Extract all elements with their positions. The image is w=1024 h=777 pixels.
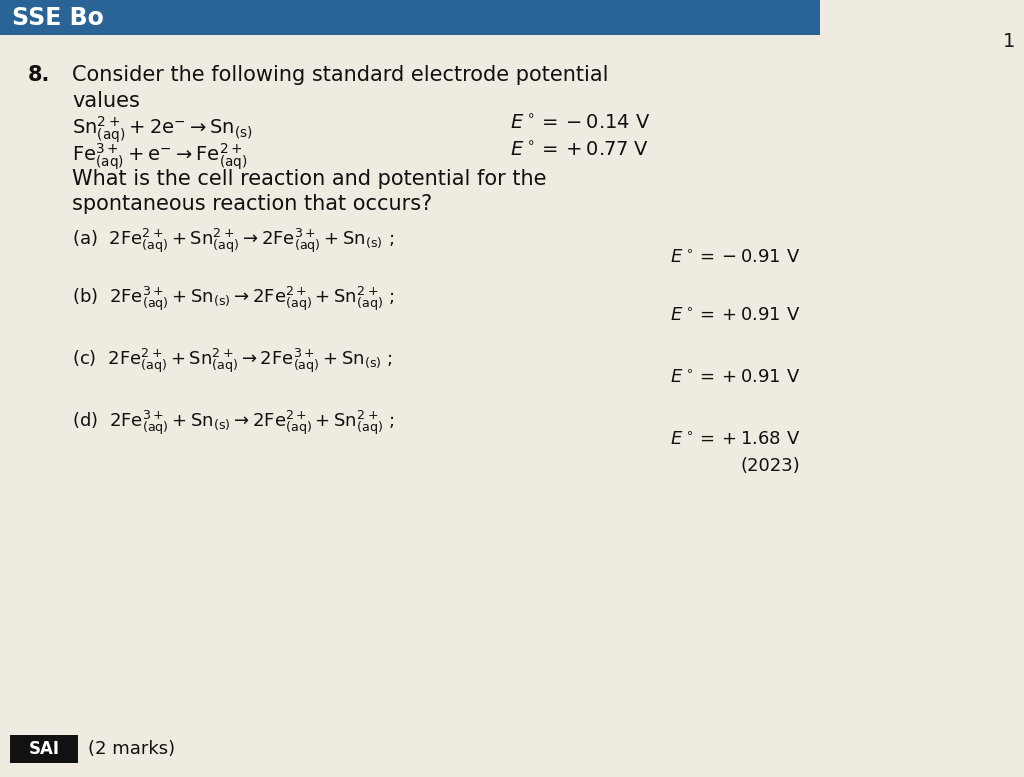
Text: $E^\circ = -0.91\ \mathrm{V}$: $E^\circ = -0.91\ \mathrm{V}$ bbox=[670, 249, 800, 267]
Text: values: values bbox=[72, 91, 140, 111]
Text: $E^\circ = +0.91\ \mathrm{V}$: $E^\circ = +0.91\ \mathrm{V}$ bbox=[670, 369, 800, 387]
Text: $\mathrm{(d)\ \ 2Fe^{3+}_{(aq)} + Sn_{(s)} \rightarrow 2Fe^{2+}_{(aq)} + Sn^{2+}: $\mathrm{(d)\ \ 2Fe^{3+}_{(aq)} + Sn_{(s… bbox=[72, 409, 394, 437]
FancyBboxPatch shape bbox=[0, 0, 820, 35]
Text: (2023): (2023) bbox=[740, 457, 800, 475]
Text: (2 marks): (2 marks) bbox=[88, 740, 175, 758]
Text: $\mathrm{Fe^{3+}_{(aq)} + e^{-} \rightarrow Fe^{2+}_{(aq)}}$: $\mathrm{Fe^{3+}_{(aq)} + e^{-} \rightar… bbox=[72, 141, 248, 172]
Text: spontaneous reaction that occurs?: spontaneous reaction that occurs? bbox=[72, 194, 432, 214]
Text: 8.: 8. bbox=[28, 65, 50, 85]
Text: SSE Bo: SSE Bo bbox=[12, 6, 103, 30]
Text: $\mathrm{(c)\ \ 2Fe^{2+}_{(aq)} + Sn^{2+}_{(aq)} \rightarrow 2Fe^{3+}_{(aq)} + S: $\mathrm{(c)\ \ 2Fe^{2+}_{(aq)} + Sn^{2+… bbox=[72, 347, 393, 375]
FancyBboxPatch shape bbox=[10, 735, 78, 763]
Text: $E^\circ = +1.68\ \mathrm{V}$: $E^\circ = +1.68\ \mathrm{V}$ bbox=[670, 431, 800, 449]
Text: 1: 1 bbox=[1002, 32, 1015, 51]
Text: $E^\circ = +0.91\ \mathrm{V}$: $E^\circ = +0.91\ \mathrm{V}$ bbox=[670, 307, 800, 325]
Text: What is the cell reaction and potential for the: What is the cell reaction and potential … bbox=[72, 169, 547, 189]
Text: $\mathrm{(b)\ \ 2Fe^{3+}_{(aq)} + Sn_{(s)} \rightarrow 2Fe^{2+}_{(aq)} + Sn^{2+}: $\mathrm{(b)\ \ 2Fe^{3+}_{(aq)} + Sn_{(s… bbox=[72, 285, 394, 313]
Text: $\mathrm{Sn^{2+}_{(aq)} + 2e^{-} \rightarrow Sn_{(s)}}$: $\mathrm{Sn^{2+}_{(aq)} + 2e^{-} \righta… bbox=[72, 114, 253, 145]
Text: Consider the following standard electrode potential: Consider the following standard electrod… bbox=[72, 65, 608, 85]
Text: $\mathrm{(a)\ \ 2Fe^{2+}_{(aq)} + Sn^{2+}_{(aq)} \rightarrow 2Fe^{3+}_{(aq)} + S: $\mathrm{(a)\ \ 2Fe^{2+}_{(aq)} + Sn^{2+… bbox=[72, 227, 394, 256]
Text: SAI: SAI bbox=[29, 740, 59, 758]
Text: $E^\circ = -0.14\ \mathrm{V}$: $E^\circ = -0.14\ \mathrm{V}$ bbox=[510, 114, 651, 133]
Text: $E^\circ = +0.77\ \mathrm{V}$: $E^\circ = +0.77\ \mathrm{V}$ bbox=[510, 141, 649, 160]
